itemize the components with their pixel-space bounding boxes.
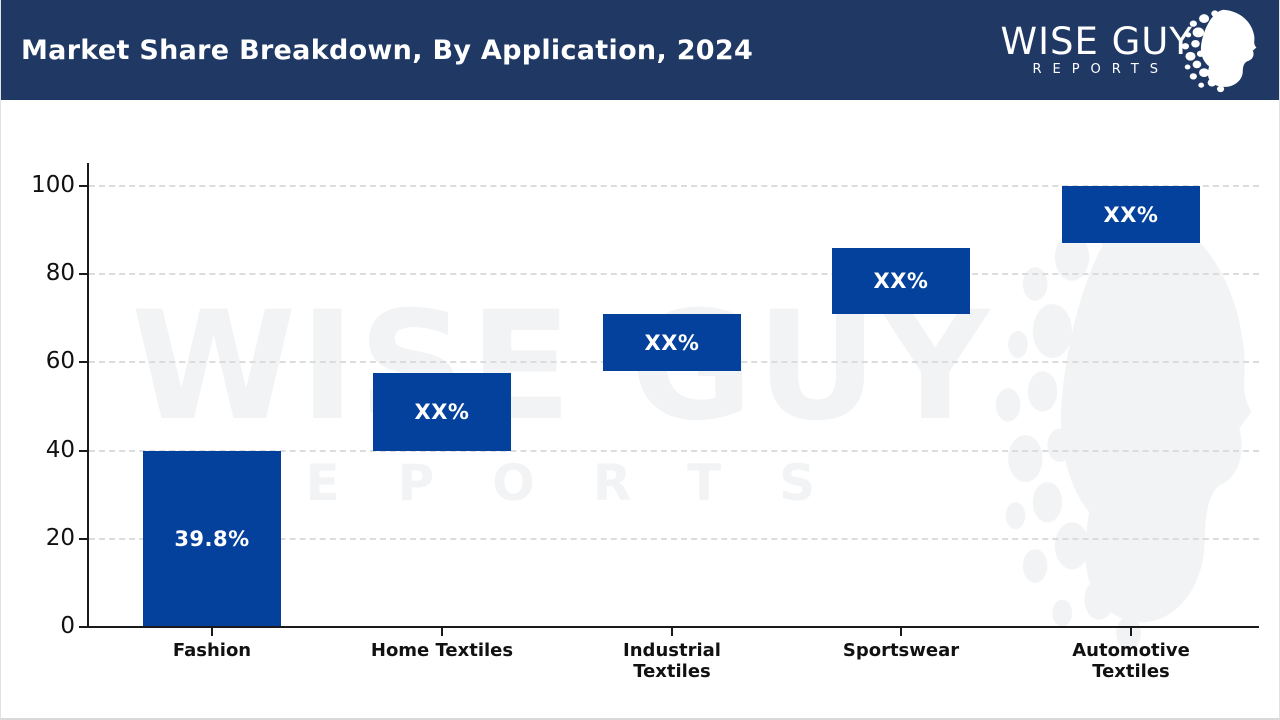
logo-text: WISE GUY REPORTS — [1000, 19, 1193, 78]
x-tick-1 — [441, 627, 443, 636]
y-tick-label-100: 100 — [31, 172, 75, 198]
y-axis — [87, 163, 89, 627]
y-tick-label-80: 80 — [45, 260, 75, 287]
y-tick-60 — [79, 361, 88, 364]
y-tick-100 — [79, 185, 88, 187]
bar-value-label: XX% — [1103, 202, 1159, 227]
y-tick-0 — [79, 626, 88, 628]
wiseguy-head-icon — [1181, 9, 1257, 93]
bar-fashion: 39.8% — [143, 451, 281, 627]
gridline-100 — [89, 185, 1259, 187]
x-tick-label-line: Textiles — [1092, 661, 1170, 683]
x-tick-label-sportswear: Sportswear — [781, 640, 1021, 661]
x-tick-label-line: Textiles — [633, 661, 711, 683]
gridline-80 — [89, 273, 1259, 276]
page-title: Market Share Breakdown, By Application, … — [21, 34, 754, 66]
bar-value-label: 39.8% — [174, 527, 250, 552]
logo-tagline: REPORTS — [1032, 62, 1170, 78]
header: Market Share Breakdown, By Application, … — [1, 0, 1279, 100]
bar-automotive-textiles: XX% — [1062, 186, 1200, 244]
x-tick-2 — [671, 627, 673, 636]
watermark-line1: WISE GUY — [131, 280, 993, 454]
gridline-40 — [89, 449, 1259, 452]
x-tick-4 — [1130, 627, 1132, 636]
bar-value-label: XX% — [644, 330, 700, 355]
logo-name: WISE GUY — [1000, 19, 1193, 63]
x-tick-label-line: Home Textiles — [370, 640, 514, 661]
x-tick-label-automotive-textiles: Automotive Textiles — [1011, 640, 1251, 682]
bar-value-label: XX% — [414, 400, 470, 424]
bar-industrial-textiles: XX% — [603, 313, 741, 372]
y-tick-label-0: 0 — [60, 613, 75, 639]
x-tick-3 — [900, 627, 902, 636]
y-tick-80 — [79, 273, 88, 276]
y-tick-label-60: 60 — [45, 348, 75, 375]
x-tick-label-home-textiles: Home Textiles — [322, 640, 562, 661]
x-tick-label-industrial-textiles: Industrial Textiles — [552, 640, 792, 682]
y-tick-20 — [79, 537, 88, 540]
y-tick-label-40: 40 — [45, 436, 75, 463]
bar-value-label: XX% — [873, 268, 929, 293]
x-axis — [87, 626, 1259, 628]
bar-sportswear: XX% — [832, 247, 970, 314]
y-tick-label-20: 20 — [45, 524, 75, 551]
x-tick-label-line: Industrial — [623, 640, 721, 661]
wiseguy-logo: WISE GUY REPORTS — [1001, 6, 1265, 94]
y-tick-40 — [79, 449, 88, 452]
x-tick-0 — [211, 627, 213, 636]
x-tick-label-line: Fashion — [172, 640, 252, 661]
watermark-head-icon — [995, 210, 1252, 650]
gridline-20 — [89, 537, 1259, 540]
bar-home-textiles: XX% — [373, 373, 511, 451]
x-tick-label-line: Automotive — [1072, 640, 1190, 661]
x-tick-label-fashion: Fashion — [92, 640, 332, 661]
x-tick-label-line: Sportswear — [842, 640, 960, 661]
